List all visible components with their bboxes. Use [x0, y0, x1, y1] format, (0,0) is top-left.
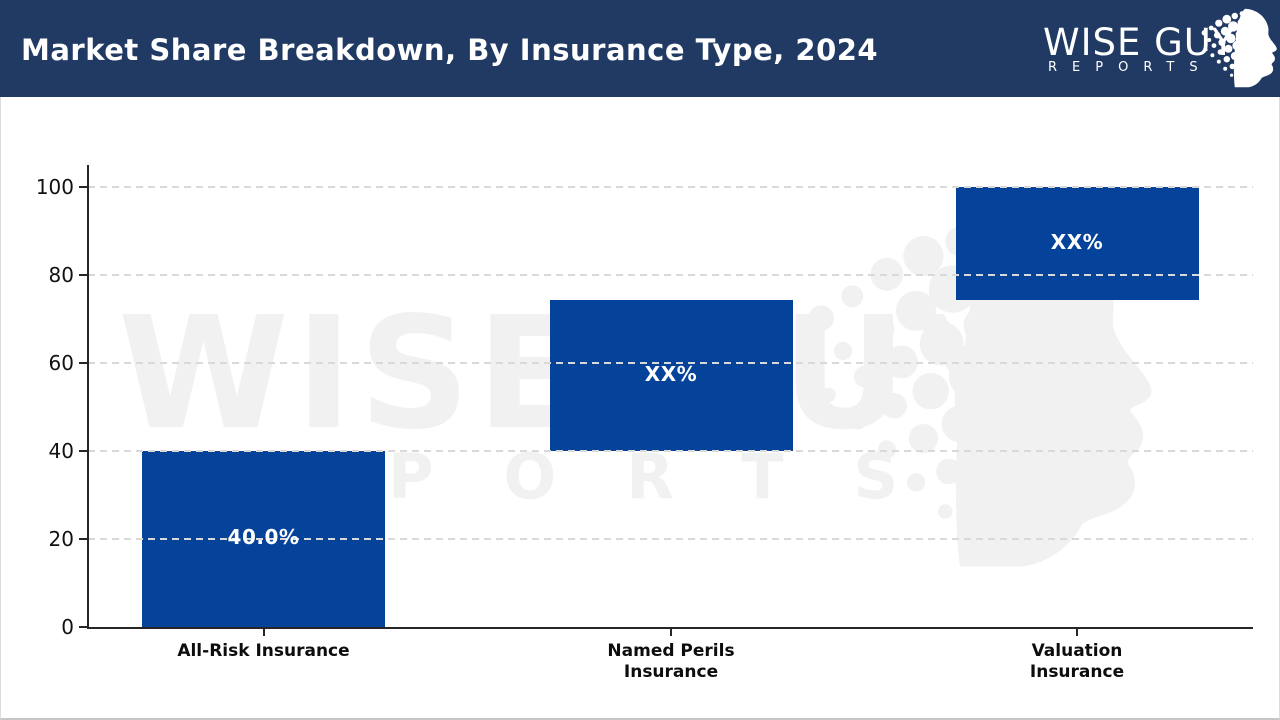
y-tick	[79, 538, 88, 540]
x-category-label-line: Named Perils	[607, 641, 735, 661]
bar-value-label: XX%	[1050, 229, 1104, 254]
x-category-label-line: Insurance	[623, 662, 719, 682]
bar-value-label: 40.0%	[227, 525, 300, 549]
x-category-label: Valuation Insurance	[917, 641, 1237, 683]
y-tick	[79, 626, 88, 628]
x-category-label-line: Insurance	[1029, 662, 1125, 682]
y-tick-label: 80	[48, 263, 74, 287]
y-tick-label: 40	[48, 439, 74, 463]
y-tick-label: 60	[48, 351, 74, 375]
logo-head-icon	[1198, 6, 1278, 90]
y-tick	[79, 362, 88, 364]
x-axis-spine	[87, 627, 1253, 629]
y-tick	[79, 186, 88, 188]
x-tick	[262, 629, 265, 636]
gridline	[88, 538, 1253, 540]
y-tick-label: 100	[35, 175, 74, 199]
logo-wordmark: WISE GUY	[1043, 21, 1236, 64]
gridline	[88, 362, 1253, 364]
x-tick	[670, 629, 672, 636]
gridline	[88, 274, 1253, 276]
x-category-label: Named Perils Insurance	[511, 641, 831, 683]
bar-segment	[549, 300, 793, 451]
x-tick	[1076, 629, 1078, 636]
y-tick-label: 20	[48, 527, 74, 551]
y-tick-label: 0	[61, 615, 74, 639]
x-category-label: All-Risk Insurance	[104, 641, 424, 662]
bar-value-label: XX%	[644, 361, 698, 386]
chart-title: Market Share Breakdown, By Insurance Typ…	[21, 33, 879, 67]
x-category-label-line: All-Risk Insurance	[177, 641, 350, 661]
header-bar: Market Share Breakdown, By Insurance Typ…	[0, 0, 1280, 97]
logo-subtext: REPORTS	[1048, 60, 1213, 75]
y-axis-spine	[87, 165, 89, 629]
y-tick	[79, 450, 88, 452]
gridline	[88, 186, 1253, 188]
x-category-label-line: Valuation	[1031, 641, 1123, 661]
gridline	[88, 450, 1253, 452]
y-tick	[79, 274, 88, 276]
